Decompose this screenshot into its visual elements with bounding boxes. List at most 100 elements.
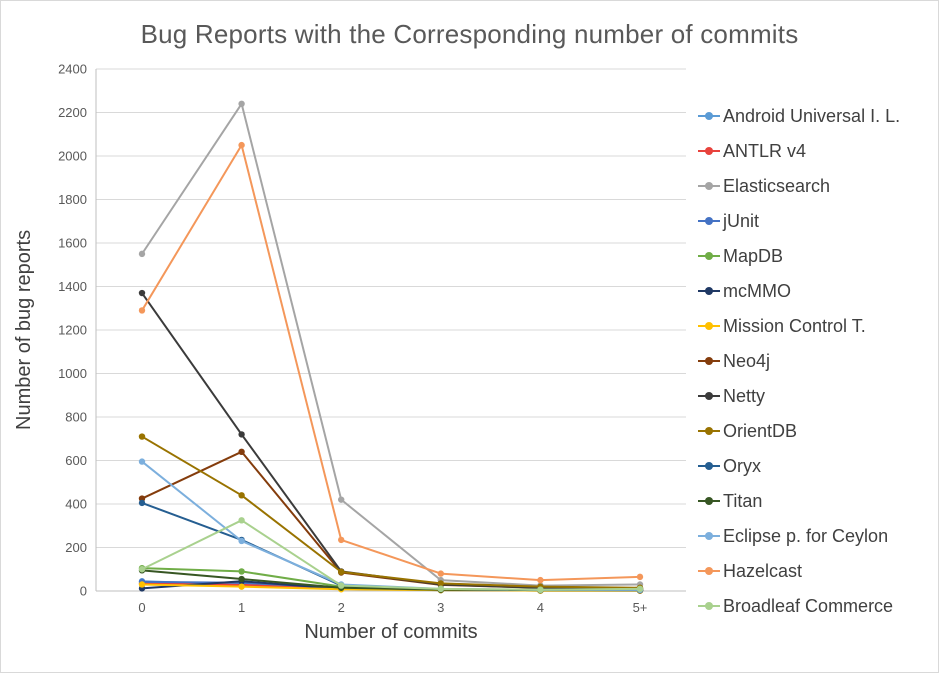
- data-point-marker: [138, 433, 146, 440]
- data-point-marker: [238, 568, 245, 575]
- legend-marker-icon: [698, 531, 720, 541]
- x-tick-label: 2: [338, 600, 345, 615]
- x-axis-title: Number of commits: [304, 621, 478, 643]
- data-point-marker: [338, 536, 345, 544]
- legend-marker-icon: [698, 461, 720, 471]
- data-point-marker: [138, 499, 146, 507]
- data-point-marker: [537, 576, 544, 584]
- data-point-marker: [238, 575, 245, 583]
- y-tick-label: 400: [65, 497, 87, 512]
- legend-item-mapdb: MapDB: [698, 247, 936, 265]
- legend-label: Titan: [723, 491, 763, 511]
- legend-item-netty: Netty: [698, 387, 936, 405]
- data-point-marker: [238, 431, 245, 438]
- series-orientdb: [138, 433, 644, 591]
- data-point-marker: [138, 566, 146, 573]
- legend-item-elasticsearch: Elasticsearch: [698, 177, 936, 195]
- legend-item-junit: jUnit: [698, 212, 936, 230]
- legend-marker-icon: [698, 181, 720, 191]
- legend: Android Universal I. L. ANTLR v4 Elasticse…: [698, 107, 936, 615]
- y-tick-label: 1200: [58, 323, 87, 338]
- legend-label: Mission Control T.: [723, 316, 866, 336]
- data-point-marker: [138, 307, 146, 314]
- legend-label: Oryx: [723, 456, 761, 476]
- y-tick-label: 1400: [58, 279, 87, 294]
- legend-item-titan: Titan: [698, 492, 936, 510]
- data-point-marker: [238, 492, 245, 499]
- y-tick-label: 2200: [58, 105, 87, 120]
- gridlines: [96, 68, 686, 592]
- legend-marker-icon: [698, 321, 720, 331]
- data-point-marker: [636, 585, 644, 593]
- data-point-marker: [138, 289, 146, 297]
- x-tick-label: 5+: [633, 600, 648, 615]
- data-point-marker: [338, 568, 345, 576]
- data-point-marker: [437, 570, 444, 577]
- legend-item-hazelcast: Hazelcast: [698, 562, 936, 580]
- legend-marker-icon: [698, 426, 720, 436]
- series-elasticsearch: [138, 100, 644, 589]
- series-hazelcast: [138, 141, 644, 584]
- legend-label: Eclipse p. for Ceylon: [723, 526, 889, 546]
- data-point-marker: [238, 517, 245, 524]
- series-line: [141, 519, 641, 591]
- series-line: [141, 292, 641, 590]
- series-line: [141, 102, 641, 587]
- legend-item-mcmmo: mcMMO: [698, 282, 936, 300]
- legend-item-android-universal-i-l: Android Universal I. L.: [698, 107, 936, 125]
- legend-label: mcMMO: [723, 281, 791, 301]
- y-tick-label: 0: [80, 584, 87, 599]
- data-point-marker: [238, 100, 245, 108]
- data-point-marker: [537, 586, 544, 593]
- legend-label: ANTLR v4: [723, 141, 807, 161]
- data-point-marker: [238, 141, 245, 149]
- data-point-marker: [437, 585, 444, 593]
- x-tick-label: 3: [437, 600, 444, 615]
- series-broadleaf-commerce: [138, 517, 644, 593]
- legend-item-eclipse-p-for-ceylon: Eclipse p. for Ceylon: [698, 527, 936, 545]
- y-tick-labels: 0 200 400 600 800 1000 1200 1400 1600 1800 2000 220…: [58, 62, 87, 599]
- y-tick-label: 1800: [58, 192, 87, 207]
- data-point-marker: [138, 581, 146, 588]
- legend-item-mission-control-t: Mission Control T.: [698, 317, 936, 335]
- data-point-marker: [636, 573, 644, 581]
- legend-marker-icon: [698, 146, 720, 156]
- series-line: [141, 144, 641, 582]
- legend-label: MapDB: [723, 246, 784, 266]
- legend-label: OrientDB: [723, 421, 798, 441]
- y-tick-label: 1600: [58, 236, 87, 251]
- series-line: [141, 435, 641, 589]
- legend-label: Neo4j: [723, 351, 771, 371]
- x-tick-label: 4: [537, 600, 544, 615]
- y-tick-label: 200: [65, 540, 87, 555]
- legend-marker-icon: [698, 566, 720, 576]
- legend-label: Broadleaf Commerce: [723, 596, 894, 616]
- data-point-marker: [238, 583, 245, 590]
- legend-marker-icon: [698, 356, 720, 366]
- legend-item-orientdb: OrientDB: [698, 422, 936, 440]
- legend-item-oryx: Oryx: [698, 457, 936, 475]
- legend-marker-icon: [698, 111, 720, 121]
- legend-marker-icon: [698, 286, 720, 296]
- legend-label: Netty: [723, 386, 766, 406]
- legend-marker-icon: [698, 601, 720, 611]
- chart-title: Bug Reports with the Corresponding numbe…: [140, 19, 799, 49]
- data-point-marker: [238, 537, 245, 545]
- legend-marker-icon: [698, 216, 720, 226]
- legend-item-antlr-v4: ANTLR v4: [698, 142, 936, 160]
- legend-marker-icon: [698, 391, 720, 401]
- legend-label: jUnit: [723, 211, 760, 231]
- y-tick-label: 1000: [58, 366, 87, 381]
- legend-item-neo4j: Neo4j: [698, 352, 936, 370]
- y-tick-label: 800: [65, 410, 87, 425]
- series-netty: [138, 289, 644, 593]
- x-tick-label: 1: [238, 600, 245, 615]
- data-point-marker: [238, 448, 245, 455]
- y-tick-label: 2000: [58, 149, 87, 164]
- x-tick-labels: 0 1 2 3 4 5+: [138, 600, 647, 615]
- data-point-marker: [138, 458, 146, 465]
- legend-label: Elasticsearch: [723, 176, 831, 196]
- data-point-marker: [437, 580, 444, 587]
